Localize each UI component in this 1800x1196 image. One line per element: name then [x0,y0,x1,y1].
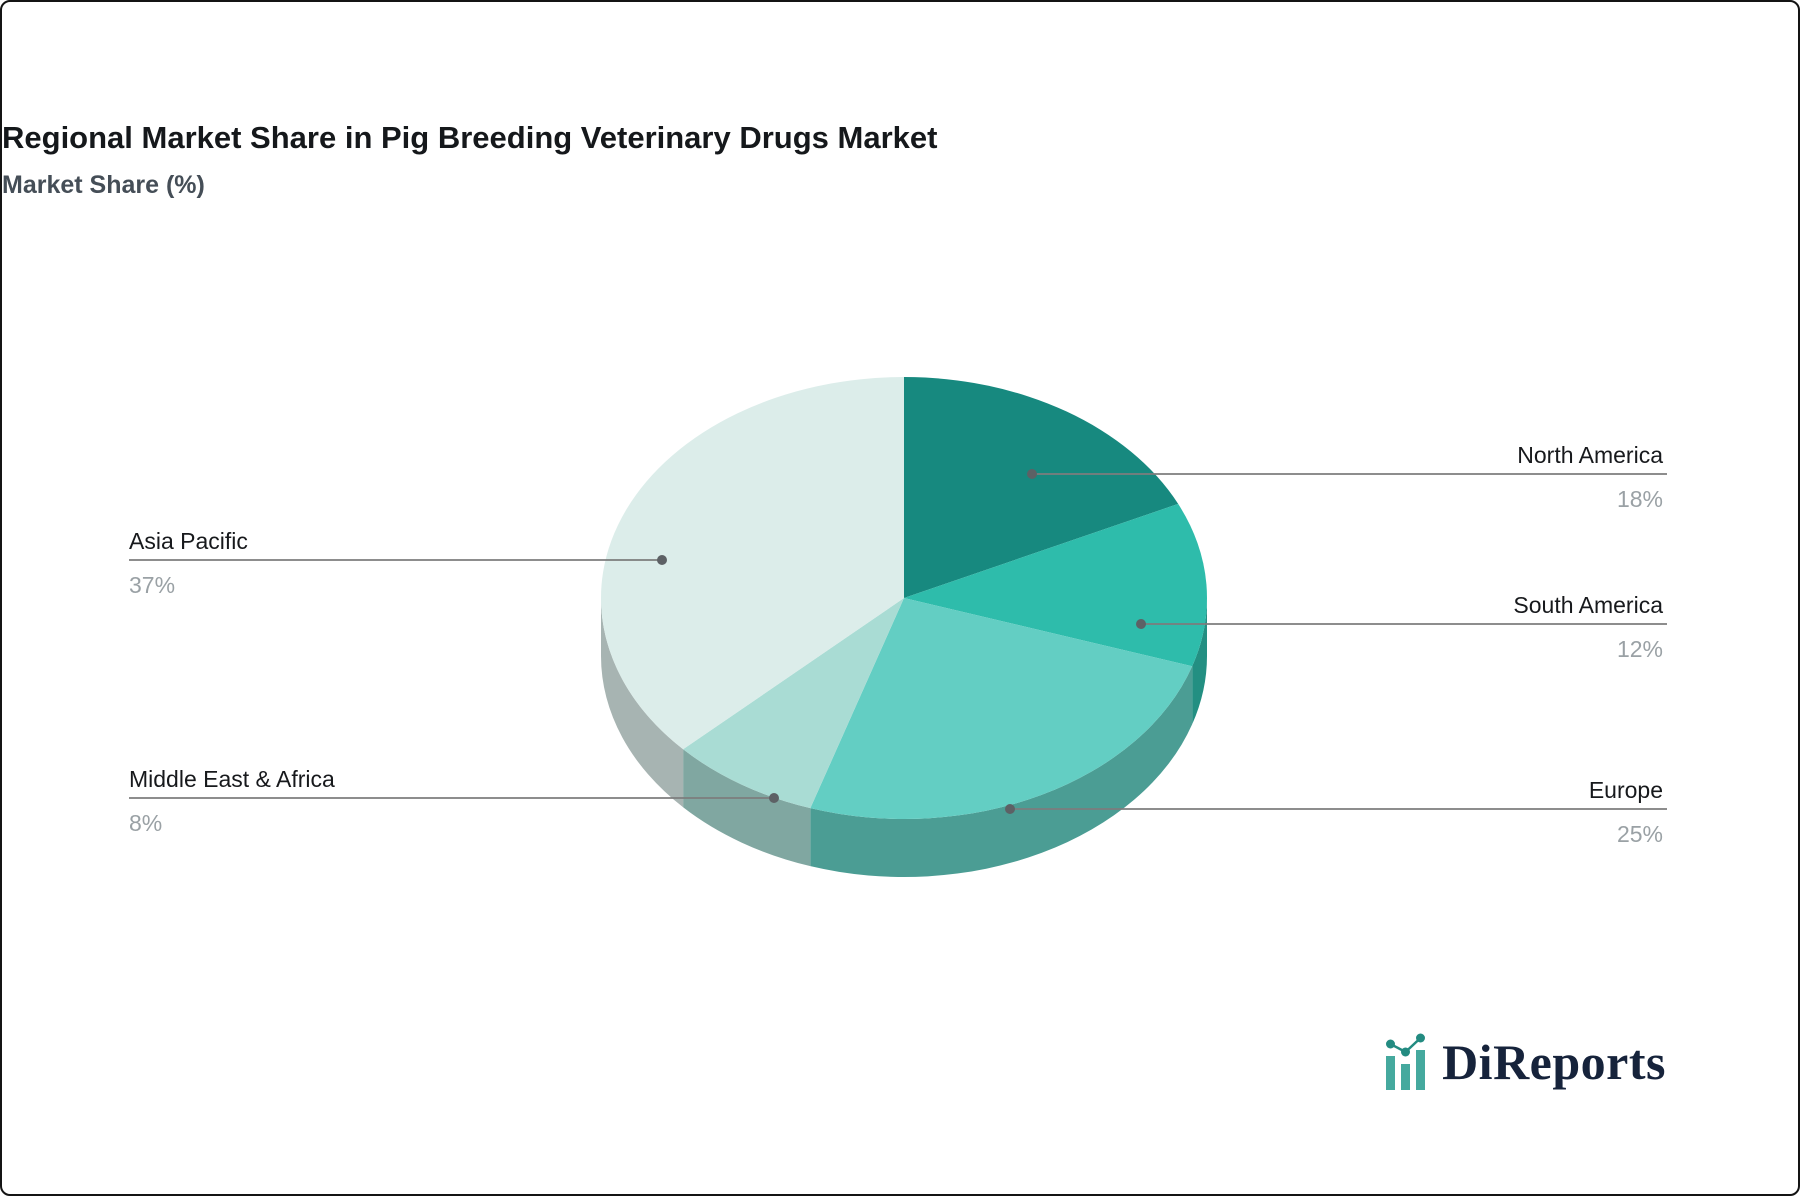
callout-middle-east-africa: Middle East & Africa 8% [129,766,549,836]
callout-europe: Europe 25% [1243,777,1663,847]
connector-dot [1005,804,1015,814]
slice-label: Europe [1588,777,1663,803]
connector-dot [1136,619,1146,629]
chart-title: Regional Market Share in Pig Breeding Ve… [2,120,938,155]
chart-subtitle: Market Share (%) [2,171,205,199]
connector-dot [1027,469,1037,479]
bar-chart-logo-icon [1386,1033,1426,1090]
callout-north-america: North America 18% [1243,442,1663,512]
pie-slice-europe[interactable] [810,598,1193,819]
connector-dot [769,793,779,803]
pie-slice-side [601,598,684,808]
slice-percent: 8% [129,810,163,836]
pie-slice-south-america[interactable] [904,503,1207,667]
slice-percent: 12% [1616,636,1663,662]
slice-percent: 18% [1616,486,1663,512]
pie-slice-north-america[interactable] [904,377,1179,598]
callout-asia-pacific: Asia Pacific 37% [129,528,549,598]
brand-logo-text: DiReports [1442,1034,1666,1090]
brand-logo: DiReports [1384,1030,1666,1094]
pie-slice-side [683,749,811,867]
connector-dot [657,555,667,565]
callout-south-america: South America 12% [1243,592,1663,662]
pie-slice-side [810,666,1193,877]
slice-percent: 37% [129,572,176,598]
slice-label: Middle East & Africa [129,766,335,792]
slice-label: South America [1513,592,1663,618]
slice-label: Asia Pacific [129,528,248,554]
pie-slice-side [1192,598,1207,725]
slice-label: North America [1517,442,1663,468]
slice-percent: 25% [1616,821,1663,847]
pie-slice-asia-pacific[interactable] [600,377,904,750]
pie-slice-middle-east-africa[interactable] [683,598,904,809]
